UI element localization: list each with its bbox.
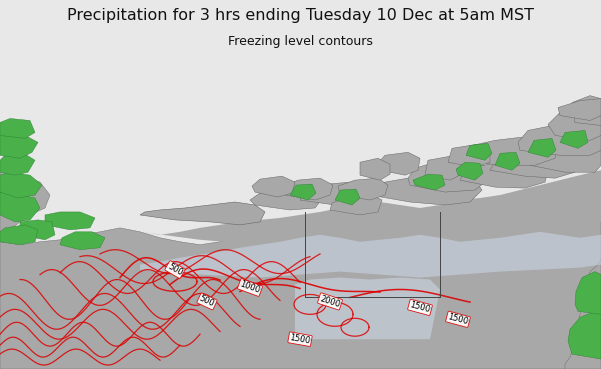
Polygon shape (300, 182, 362, 205)
Polygon shape (45, 212, 95, 230)
Polygon shape (295, 277, 440, 339)
Polygon shape (370, 175, 482, 205)
Text: 500: 500 (198, 294, 216, 309)
Polygon shape (530, 142, 601, 172)
Polygon shape (456, 162, 483, 180)
Polygon shape (250, 188, 325, 210)
Polygon shape (140, 170, 601, 245)
Polygon shape (413, 174, 445, 190)
Polygon shape (140, 232, 601, 277)
Polygon shape (252, 176, 295, 197)
Polygon shape (20, 220, 55, 240)
Polygon shape (360, 158, 390, 180)
Text: Precipitation for 3 hrs ending Tuesday 10 Dec at 5am MST: Precipitation for 3 hrs ending Tuesday 1… (67, 8, 534, 23)
Text: 500: 500 (166, 262, 184, 277)
Polygon shape (140, 202, 265, 225)
Polygon shape (335, 189, 360, 205)
Polygon shape (282, 178, 333, 200)
Polygon shape (575, 272, 601, 314)
Polygon shape (0, 170, 50, 242)
Polygon shape (548, 108, 601, 140)
Text: 1500: 1500 (409, 300, 432, 314)
Polygon shape (290, 184, 316, 200)
Polygon shape (528, 138, 556, 157)
Polygon shape (458, 137, 558, 165)
Text: 1500: 1500 (289, 333, 311, 345)
Polygon shape (0, 225, 38, 245)
Polygon shape (408, 160, 490, 192)
Polygon shape (460, 160, 548, 188)
Polygon shape (425, 156, 462, 180)
Text: 1000: 1000 (239, 280, 261, 295)
Polygon shape (558, 99, 601, 121)
Polygon shape (568, 311, 601, 359)
Polygon shape (338, 178, 388, 200)
Polygon shape (495, 152, 520, 170)
Polygon shape (518, 123, 601, 155)
Polygon shape (0, 215, 601, 369)
Polygon shape (448, 144, 490, 167)
Text: 1500: 1500 (447, 312, 469, 326)
Polygon shape (330, 194, 382, 215)
Polygon shape (0, 135, 38, 158)
Text: 2000: 2000 (319, 294, 341, 309)
Polygon shape (565, 260, 601, 369)
Polygon shape (560, 130, 588, 148)
Polygon shape (0, 172, 42, 198)
Polygon shape (0, 192, 40, 222)
Polygon shape (0, 118, 35, 138)
Polygon shape (60, 232, 105, 250)
Polygon shape (0, 152, 35, 175)
Polygon shape (466, 144, 492, 160)
Text: Freezing level contours: Freezing level contours (228, 35, 373, 48)
Polygon shape (572, 96, 601, 125)
Polygon shape (490, 150, 580, 178)
Polygon shape (378, 152, 420, 175)
